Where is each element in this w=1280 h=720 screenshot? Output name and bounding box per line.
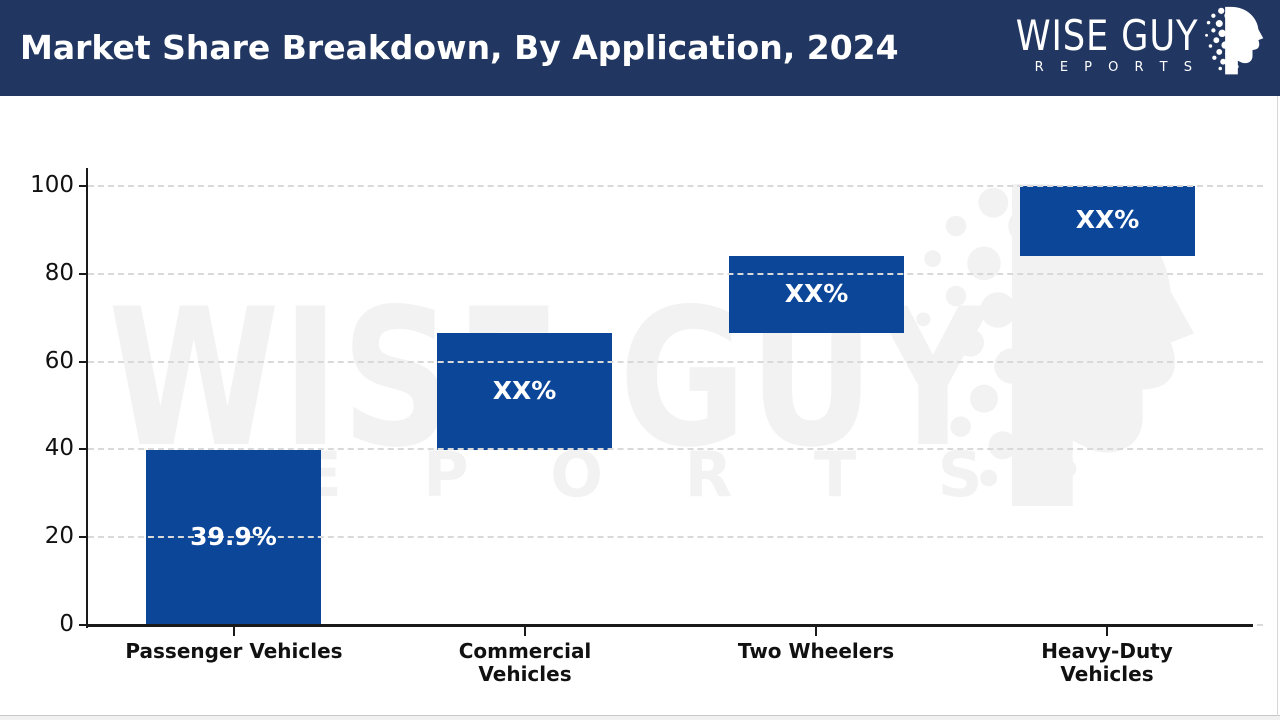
watermark-head-icon [916,184,1194,506]
y-axis-tick-100 [79,185,88,187]
x-axis-label-0: Passenger Vehicles [125,639,343,663]
bar-1 [437,333,612,450]
y-axis-line [86,168,88,628]
x-axis-tick-0 [233,627,235,636]
bar-2 [729,256,904,333]
logo-wordmark: WISE GUY [1015,11,1198,60]
chart-title: Market Share Breakdown, By Application, … [20,28,899,67]
x-axis-label-3: Heavy-Duty Vehicles [1041,639,1173,686]
bar-value-label-1: XX% [492,376,557,405]
bar-value-label-2: XX% [784,279,849,308]
x-axis-tick-1 [524,627,526,636]
gridline-100 [88,185,1263,187]
x-axis-label-2: Two Wheelers [737,639,895,663]
bar-value-label-3: XX% [1075,205,1140,234]
gridline-20 [88,536,1263,538]
y-axis-label-100: 100 [30,172,74,198]
y-axis-tick-80 [79,273,88,275]
y-axis-label-0: 0 [59,611,74,637]
wiseguy-logo: WISE GUY R E P O R T S [1010,0,1270,96]
gridline-60 [88,361,1263,363]
page-right-border [1277,96,1278,716]
wiseguy-logo-text: WISE GUY R E P O R T S [981,11,1198,76]
y-axis-label-80: 80 [44,260,74,286]
y-axis-label-20: 20 [44,523,74,549]
y-axis-label-40: 40 [44,435,74,461]
bar-value-label-0: 39.9% [190,522,277,551]
page-bottom-strip [0,716,1280,720]
bar-3 [1020,186,1195,256]
logo-head-dots [1205,7,1239,71]
header-band: Market Share Breakdown, By Application, … [0,0,1280,96]
logo-subtext: R E P O R T S [1034,60,1198,75]
y-axis-tick-0 [79,624,88,626]
x-axis-label-1: Commercial Vehicles [458,639,592,686]
gridline-80 [88,273,1263,275]
page-bottom-border [0,715,1280,716]
gridline-40 [88,448,1263,450]
wiseguy-head-icon [1205,6,1264,75]
y-axis-tick-60 [79,361,88,363]
y-axis-tick-40 [79,448,88,450]
y-axis-tick-20 [79,536,88,538]
x-axis-tick-2 [815,627,817,636]
x-axis-line [86,624,1253,627]
x-axis-tick-3 [1106,627,1108,636]
y-axis-label-60: 60 [44,348,74,374]
